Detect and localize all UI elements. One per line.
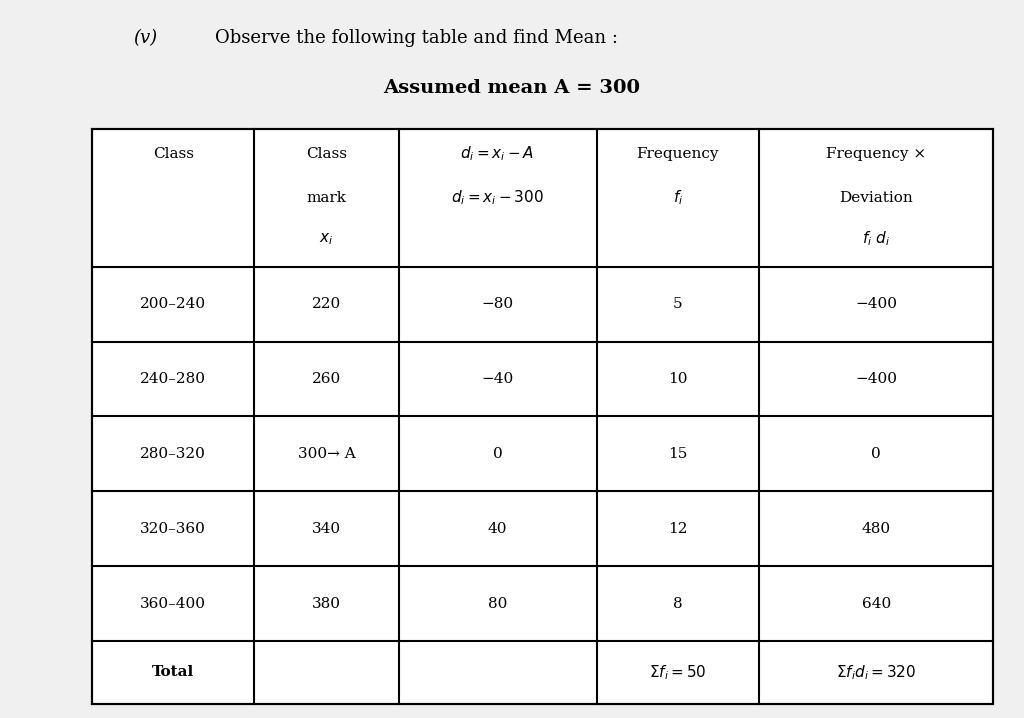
Text: 80: 80 (488, 597, 507, 611)
Text: $d_i = x_i - 300$: $d_i = x_i - 300$ (452, 189, 544, 208)
Text: 340: 340 (312, 522, 341, 536)
Text: $f_i$: $f_i$ (673, 189, 683, 208)
Text: 480: 480 (861, 522, 891, 536)
Text: 15: 15 (669, 447, 687, 461)
Text: 40: 40 (487, 522, 508, 536)
Text: 380: 380 (312, 597, 341, 611)
Text: Frequency ×: Frequency × (826, 147, 926, 161)
Text: mark: mark (306, 191, 346, 205)
Text: 5: 5 (673, 297, 683, 311)
Text: 0: 0 (871, 447, 881, 461)
Text: 200–240: 200–240 (140, 297, 206, 311)
Text: Class: Class (306, 147, 347, 161)
Text: 320–360: 320–360 (140, 522, 206, 536)
Text: Class: Class (153, 147, 194, 161)
Text: $d_i = x_i - A$: $d_i = x_i - A$ (461, 144, 535, 163)
Text: −40: −40 (481, 372, 514, 386)
Text: Assumed mean A = 300: Assumed mean A = 300 (384, 79, 640, 97)
Text: 220: 220 (312, 297, 341, 311)
Text: $f_i\ d_i$: $f_i\ d_i$ (862, 230, 890, 248)
Text: Observe the following table and find Mean :: Observe the following table and find Mea… (215, 29, 618, 47)
Text: Deviation: Deviation (840, 191, 913, 205)
Text: 640: 640 (861, 597, 891, 611)
Text: Total: Total (153, 666, 195, 679)
Text: (v): (v) (133, 29, 158, 47)
Text: 240–280: 240–280 (140, 372, 206, 386)
Text: 10: 10 (668, 372, 688, 386)
Text: $\Sigma f_i d_i = 320$: $\Sigma f_i d_i = 320$ (836, 663, 916, 682)
Text: 260: 260 (312, 372, 341, 386)
Text: Frequency: Frequency (637, 147, 719, 161)
Text: −400: −400 (855, 372, 897, 386)
Text: −80: −80 (481, 297, 514, 311)
Text: 0: 0 (493, 447, 503, 461)
Text: −400: −400 (855, 297, 897, 311)
Text: 300→ A: 300→ A (298, 447, 355, 461)
Text: 280–320: 280–320 (140, 447, 206, 461)
Text: 8: 8 (673, 597, 683, 611)
Text: 12: 12 (668, 522, 688, 536)
Text: 360–400: 360–400 (140, 597, 206, 611)
Text: $x_i$: $x_i$ (319, 231, 334, 247)
Text: $\Sigma f_i = 50$: $\Sigma f_i = 50$ (649, 663, 707, 682)
